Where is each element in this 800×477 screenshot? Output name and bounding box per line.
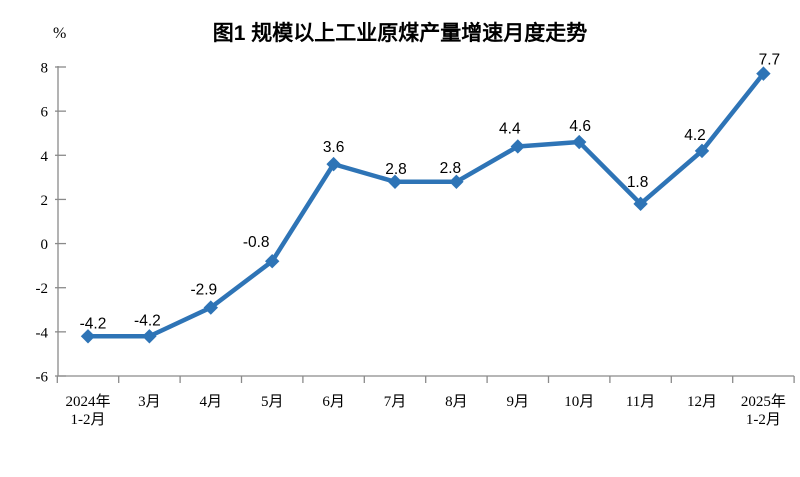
y-tick-label: 6 [41,105,49,121]
x-tick-label: 9月 [507,394,530,410]
data-point-marker [572,134,587,150]
data-point-marker [80,329,96,344]
data-point-label: 4.2 [684,127,706,144]
data-point-label: -0.8 [243,234,270,251]
y-tick-label: -6 [36,370,49,386]
data-point-label: 2.8 [385,161,407,178]
data-point-label: -4.2 [134,312,161,329]
x-tick-label: 6月 [322,394,345,410]
y-tick-label: 8 [41,61,49,77]
y-tick-label: 2 [41,193,49,209]
data-point-marker [510,139,525,154]
data-point-marker [694,143,710,159]
data-point-label: 7.7 [759,52,781,69]
x-tick-label: 8月 [445,394,468,410]
x-tick-label: 4月 [200,394,223,410]
data-point-marker [326,156,341,172]
x-tick-label: 7月 [384,394,407,410]
data-point-marker [203,300,218,315]
y-tick-label: 4 [41,149,49,165]
chart-title: 图1 规模以上工业原煤产量增速月度走势 [212,22,588,45]
data-point-marker [756,66,771,81]
data-point-label: 4.6 [569,118,591,135]
data-point-label: -4.2 [80,315,107,332]
data-point-marker [387,174,403,189]
data-point-label: -2.9 [190,282,217,299]
data-point-label: 1.8 [627,174,649,191]
x-tick-label: 12月 [687,394,717,410]
y-axis-unit-label: % [53,25,67,42]
x-tick-label: 5月 [261,394,284,410]
data-point-marker [142,329,157,344]
y-tick-label: -4 [36,325,49,341]
x-tick-label: 2024年 1-2月 [65,393,110,428]
x-tick-label: 3月 [138,394,161,410]
data-point-marker [449,174,464,189]
data-point-marker [633,196,648,212]
data-point-label: 2.8 [440,160,462,177]
data-point-marker [265,254,280,269]
y-tick-label: 0 [41,237,49,253]
x-tick-label: 10月 [564,394,594,410]
data-point-label: 3.6 [323,139,345,156]
data-point-label: 4.4 [499,120,521,137]
x-tick-label: 11月 [626,394,655,410]
trend-line [85,71,766,339]
x-tick-label: 2025年 1-2月 [741,393,786,428]
y-tick-label: -2 [36,281,49,297]
